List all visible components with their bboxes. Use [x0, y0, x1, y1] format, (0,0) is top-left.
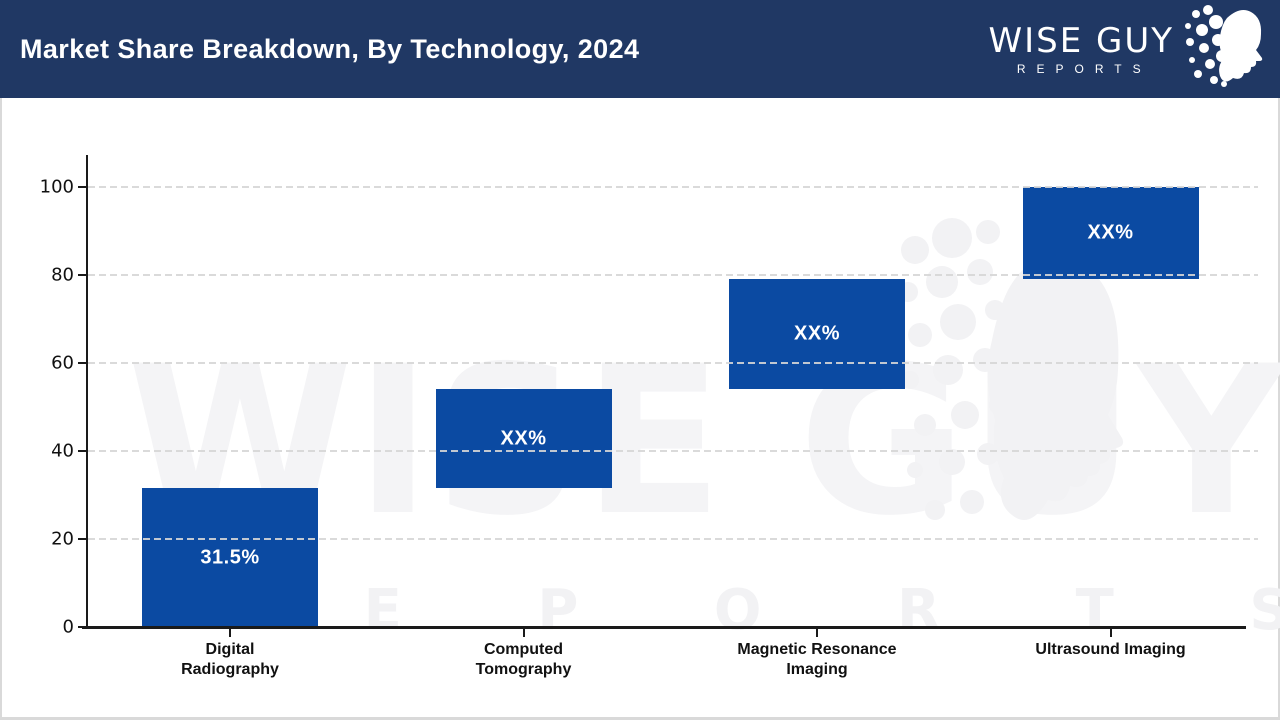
category-label: Digital Radiography	[181, 641, 279, 678]
gridline	[88, 538, 1258, 540]
y-axis-tick	[78, 186, 86, 188]
watermark-reports: R E P O R T S	[185, 578, 1280, 643]
bar-value-label: XX%	[500, 427, 547, 450]
x-axis-tick	[816, 629, 818, 637]
page-title: Market Share Breakdown, By Technology, 2…	[20, 33, 640, 64]
bar-ultrasound-imaging	[1022, 187, 1199, 280]
x-axis-tick	[229, 629, 231, 637]
y-axis-line	[86, 155, 88, 627]
category-label: Ultrasound Imaging	[1035, 641, 1186, 658]
logo-text: WISE GUY REPORTS	[988, 24, 1174, 75]
bar-magnetic-resonance-imaging	[729, 279, 905, 390]
bar-computed-tomography	[435, 389, 612, 489]
x-axis-line	[82, 626, 1246, 629]
bar-value-label: XX%	[1087, 221, 1134, 244]
bar-value-label: XX%	[794, 322, 840, 345]
gridline	[88, 362, 1258, 364]
face-profile-icon	[1180, 4, 1266, 95]
wise-guy-reports-logo: WISE GUY REPORTS	[988, 4, 1266, 95]
x-axis-tick	[522, 629, 525, 637]
category-label: Computed Tomography	[475, 641, 572, 678]
gridline	[88, 274, 1258, 276]
x-axis-tick	[1109, 629, 1112, 637]
y-axis-tick-label: 100	[39, 176, 74, 198]
bar-digital-radiography	[142, 488, 318, 627]
y-axis-tick-label: 60	[51, 352, 74, 374]
y-axis-tick	[78, 450, 86, 452]
y-axis-tick	[78, 274, 86, 276]
gridline	[88, 186, 1258, 188]
header-bar: Market Share Breakdown, By Technology, 2…	[0, 0, 1280, 98]
y-axis-tick	[78, 362, 86, 364]
y-axis-tick-label: 40	[51, 440, 74, 462]
watermark-face-icon	[880, 210, 1190, 595]
logo-wordmark: WISE GUY	[988, 20, 1174, 61]
logo-subtitle: REPORTS	[1016, 61, 1152, 76]
y-axis-tick-label: 80	[51, 264, 74, 286]
y-axis-tick-label: 20	[51, 528, 74, 550]
gridline	[88, 450, 1258, 452]
y-axis-tick-label: 0	[62, 616, 74, 638]
y-axis-tick	[78, 538, 86, 540]
category-label: Magnetic Resonance Imaging	[737, 641, 897, 678]
bar-value-label: 31.5%	[200, 546, 260, 569]
